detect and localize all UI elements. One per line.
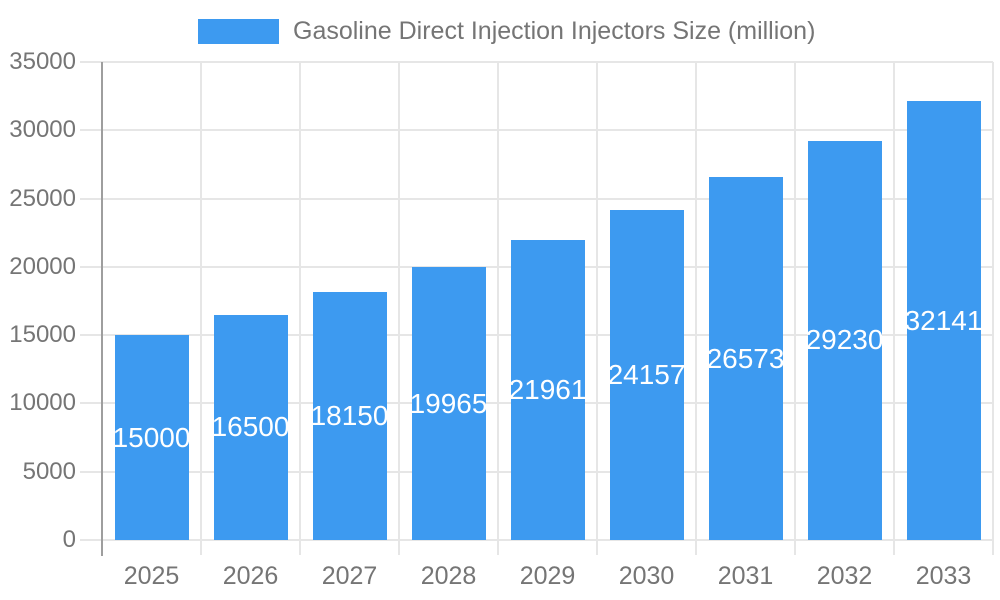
bar[interactable]: 21961 <box>508 240 587 540</box>
x-axis-tick <box>695 540 697 555</box>
h-gridline <box>102 197 993 200</box>
bar-value-label: 29230 <box>805 324 884 356</box>
legend-swatch <box>198 19 279 44</box>
bar[interactable]: 15000 <box>112 335 191 540</box>
x-axis-tick <box>497 540 499 555</box>
y-axis-label: 0 <box>62 526 76 553</box>
y-axis-tick <box>80 470 102 473</box>
v-gridline <box>893 62 895 540</box>
x-axis-tick <box>299 540 301 555</box>
bar-value-label: 32141 <box>904 304 983 336</box>
bar-value-label: 18150 <box>310 400 389 432</box>
x-axis-tick <box>992 540 994 555</box>
bar[interactable]: 19965 <box>409 267 488 540</box>
h-gridline <box>102 539 993 541</box>
bar-value-label: 15000 <box>112 421 191 453</box>
bar-value-label: 26573 <box>706 342 785 374</box>
bar[interactable]: 18150 <box>310 292 389 540</box>
bar[interactable]: 16500 <box>211 314 290 540</box>
x-axis-label: 2032 <box>816 562 873 590</box>
x-axis-label: 2030 <box>618 562 675 590</box>
legend-label: Gasoline Direct Injection Injectors Size… <box>293 17 816 45</box>
bar-value-label: 19965 <box>409 387 488 419</box>
y-axis-tick <box>80 402 102 405</box>
bar[interactable]: 32141 <box>904 101 983 540</box>
x-axis-label: 2029 <box>519 562 576 590</box>
v-gridline <box>794 62 796 540</box>
bar-value-label: 16500 <box>211 411 290 443</box>
v-gridline <box>695 62 697 540</box>
x-axis-label: 2033 <box>915 562 972 590</box>
y-axis-tick <box>80 129 102 132</box>
v-gridline <box>299 62 301 540</box>
bar[interactable]: 26573 <box>706 177 785 540</box>
legend-item[interactable]: Gasoline Direct Injection Injectors Size… <box>198 19 815 44</box>
x-axis-tick <box>794 540 796 555</box>
x-axis-label: 2027 <box>321 562 378 590</box>
x-axis-label: 2028 <box>420 562 477 590</box>
v-gridline <box>497 62 499 540</box>
y-axis-tick <box>80 334 102 337</box>
x-axis-tick <box>398 540 400 555</box>
y-axis-label: 15000 <box>9 321 76 349</box>
y-axis-label: 25000 <box>9 184 76 212</box>
v-gridline <box>992 62 994 540</box>
x-axis-tick <box>200 540 202 555</box>
v-gridline <box>398 62 400 540</box>
h-gridline <box>102 129 993 132</box>
y-axis-tick <box>80 197 102 200</box>
y-axis-label: 5000 <box>22 457 76 485</box>
y-axis-label: 20000 <box>9 252 76 280</box>
bar-value-label: 21961 <box>508 374 587 406</box>
y-axis-tick <box>80 265 102 268</box>
bar-value-label: 24157 <box>607 359 686 391</box>
y-axis-label: 10000 <box>9 389 76 417</box>
y-axis-label: 35000 <box>9 48 76 75</box>
x-axis-tick <box>596 540 598 555</box>
h-gridline <box>102 61 993 63</box>
x-axis-label: 2031 <box>717 562 774 590</box>
x-axis-label: 2026 <box>222 562 279 590</box>
bar[interactable]: 24157 <box>607 210 686 540</box>
v-gridline <box>200 62 202 540</box>
bar[interactable]: 29230 <box>805 140 884 540</box>
y-axis-tick <box>80 61 102 63</box>
y-axis-tick <box>80 539 102 541</box>
v-gridline <box>596 62 598 540</box>
y-axis-line <box>101 62 103 556</box>
y-axis-label: 30000 <box>9 116 76 144</box>
x-axis-tick <box>893 540 895 555</box>
x-axis-label: 2025 <box>123 562 180 590</box>
